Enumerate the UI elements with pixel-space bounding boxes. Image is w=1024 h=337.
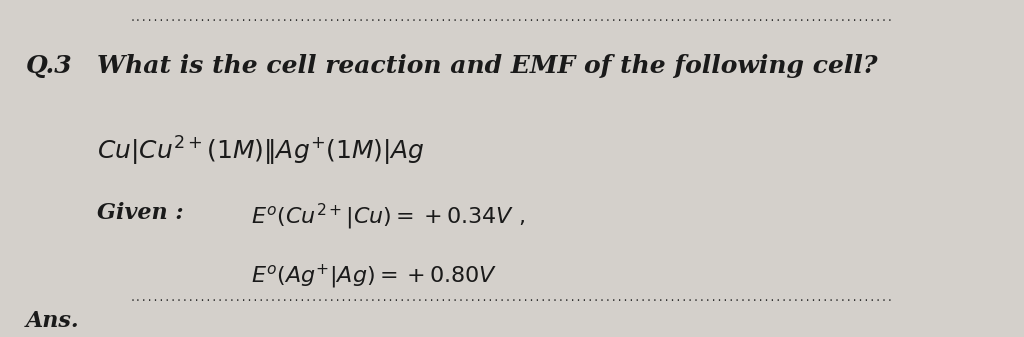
Text: What is the cell reaction and EMF of the following cell?: What is the cell reaction and EMF of the… bbox=[97, 54, 878, 78]
Text: ................................................................................: ........................................… bbox=[130, 293, 894, 303]
Text: Ans.: Ans. bbox=[26, 310, 79, 332]
Text: Given :: Given : bbox=[97, 202, 184, 224]
Text: $\mathit{E}^o\mathit{(Cu}^{2+}\vert\mathit{Cu)} = +0.34\mathit{V}\ ,$: $\mathit{E}^o\mathit{(Cu}^{2+}\vert\math… bbox=[251, 202, 525, 233]
Text: $\mathit{Cu}\vert\mathit{Cu}^{2+}\mathit{(1M)}\Vert\mathit{Ag}^{+}\mathit{(1M)}\: $\mathit{Cu}\vert\mathit{Cu}^{2+}\mathit… bbox=[97, 135, 425, 168]
Text: Q.3: Q.3 bbox=[26, 54, 73, 78]
Text: ................................................................................: ........................................… bbox=[130, 13, 894, 24]
Text: $\mathit{E}^o\mathit{(Ag}^{+}\vert\mathit{Ag)} = +0.80\mathit{V}$: $\mathit{E}^o\mathit{(Ag}^{+}\vert\mathi… bbox=[251, 263, 497, 291]
